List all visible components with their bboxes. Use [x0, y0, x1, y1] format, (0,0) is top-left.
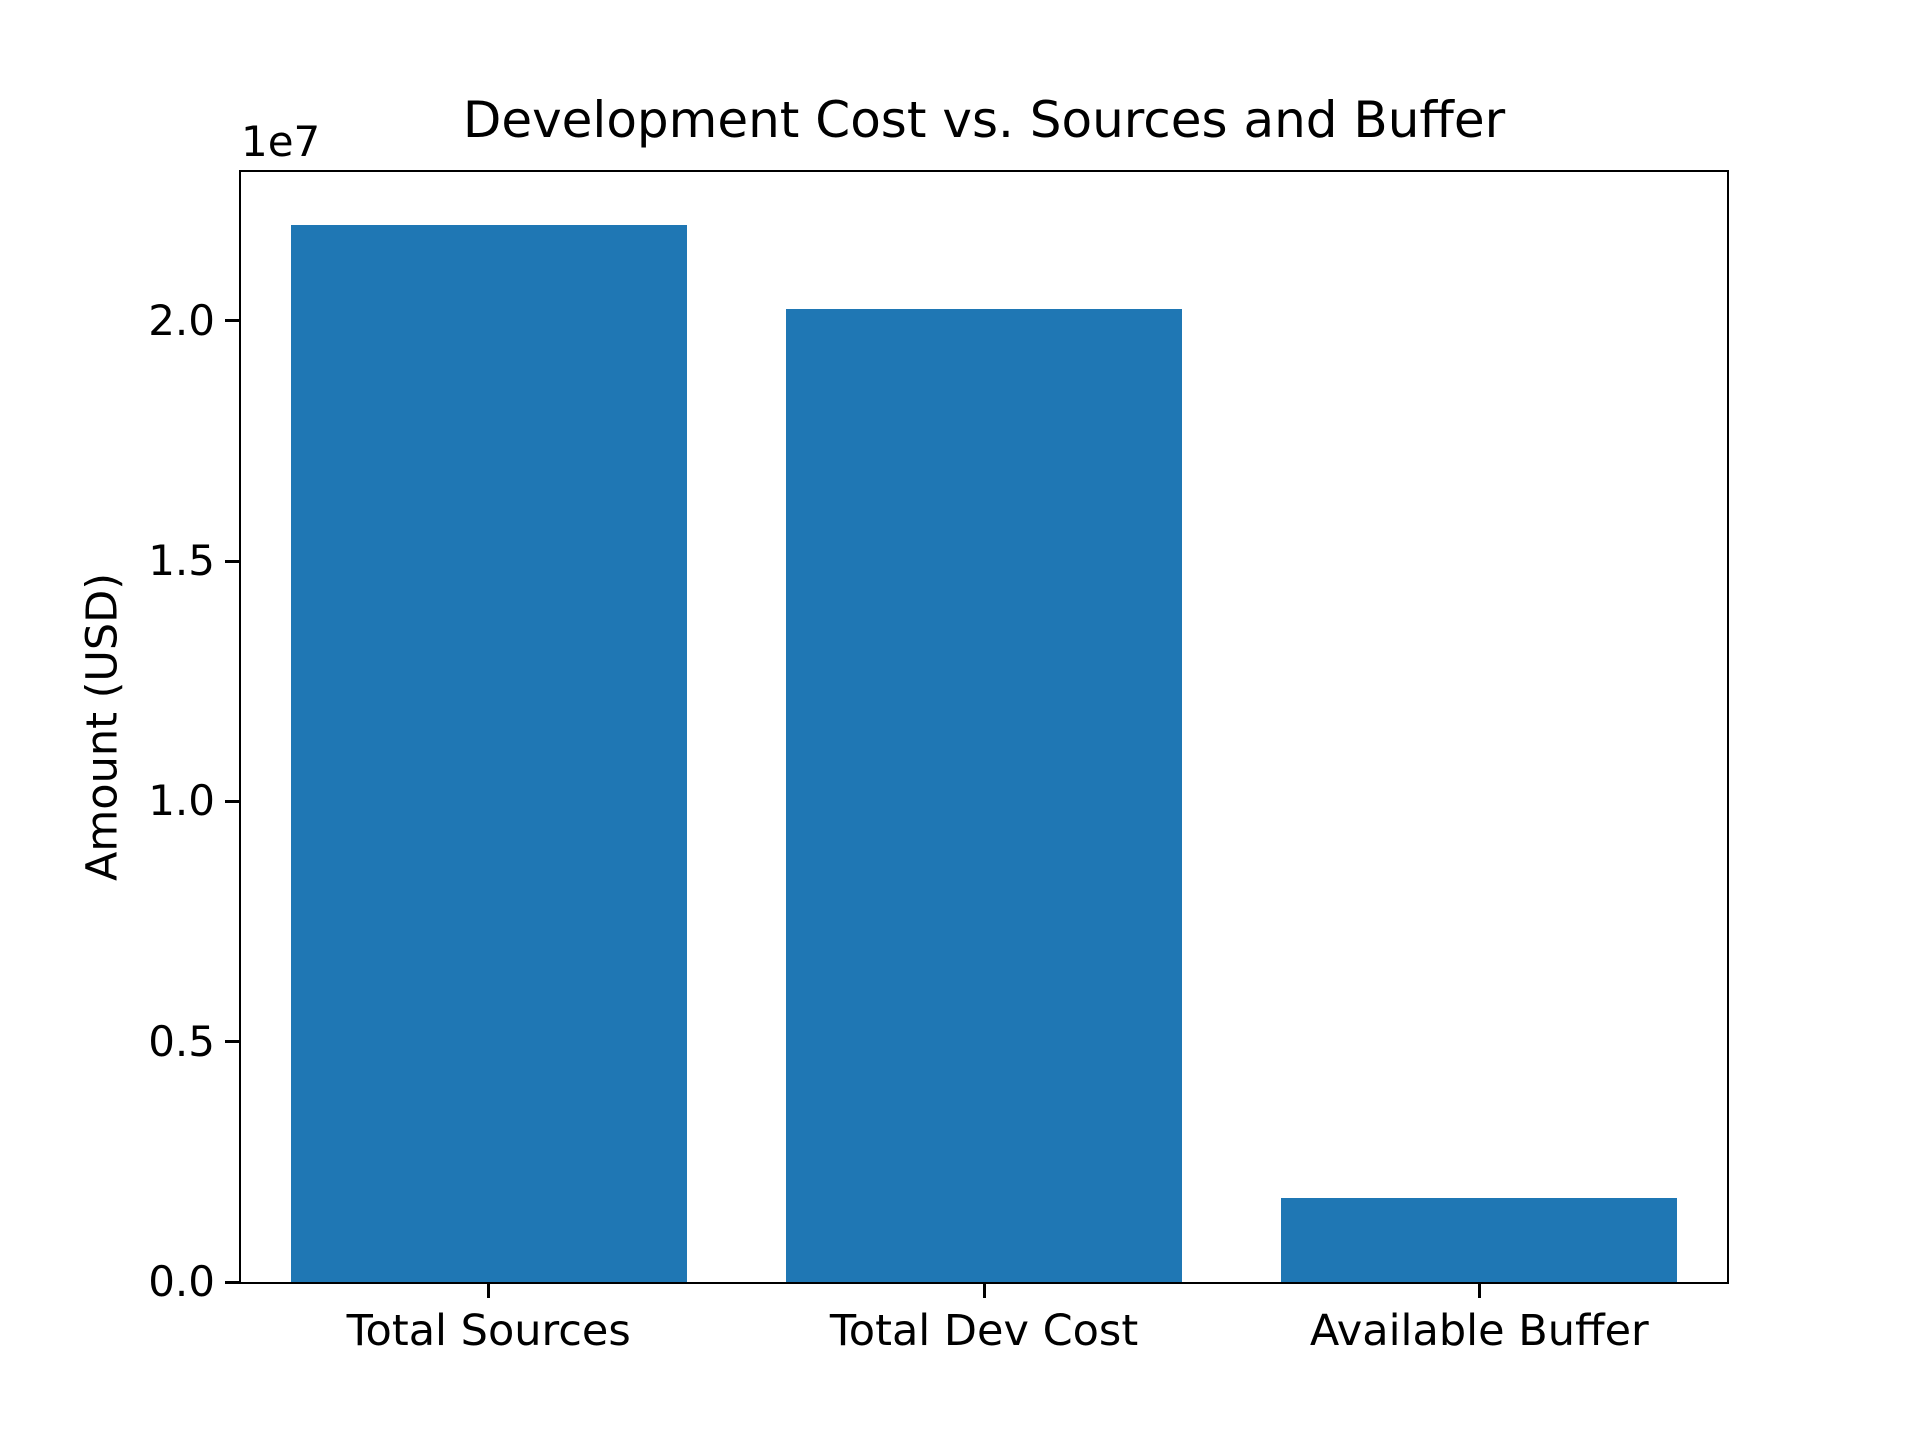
y-tick-label-1: 0.5: [148, 1016, 215, 1066]
x-tick-mark-0: [487, 1284, 491, 1298]
y-tick-mark-1: [225, 1040, 239, 1044]
y-tick-label-2: 1.0: [148, 776, 215, 826]
x-tick-label-total-dev-cost: Total Dev Cost: [829, 1306, 1139, 1356]
y-tick-mark-2: [225, 799, 239, 803]
chart-title: Development Cost vs. Sources and Buffer: [462, 91, 1506, 149]
x-tick-label-total-sources: Total Sources: [346, 1306, 631, 1356]
y-tick-label-4: 2.0: [148, 295, 215, 345]
y-axis-offset-label: 1e7: [241, 117, 321, 166]
x-tick-mark-2: [1477, 1284, 1481, 1298]
bar-total-sources: [290, 224, 687, 1282]
y-tick-label-3: 1.5: [148, 536, 215, 586]
x-tick-label-available-buffer: Available Buffer: [1309, 1306, 1649, 1356]
bar-available-buffer: [1281, 1197, 1678, 1282]
y-axis-label: Amount (USD): [77, 572, 128, 882]
y-tick-mark-4: [225, 319, 239, 323]
y-tick-mark-3: [225, 559, 239, 563]
y-tick-label-0: 0.0: [148, 1257, 215, 1306]
bar-total-dev-cost: [785, 308, 1183, 1282]
y-tick-mark-0: [225, 1280, 239, 1284]
x-tick-mark-1: [982, 1284, 986, 1298]
